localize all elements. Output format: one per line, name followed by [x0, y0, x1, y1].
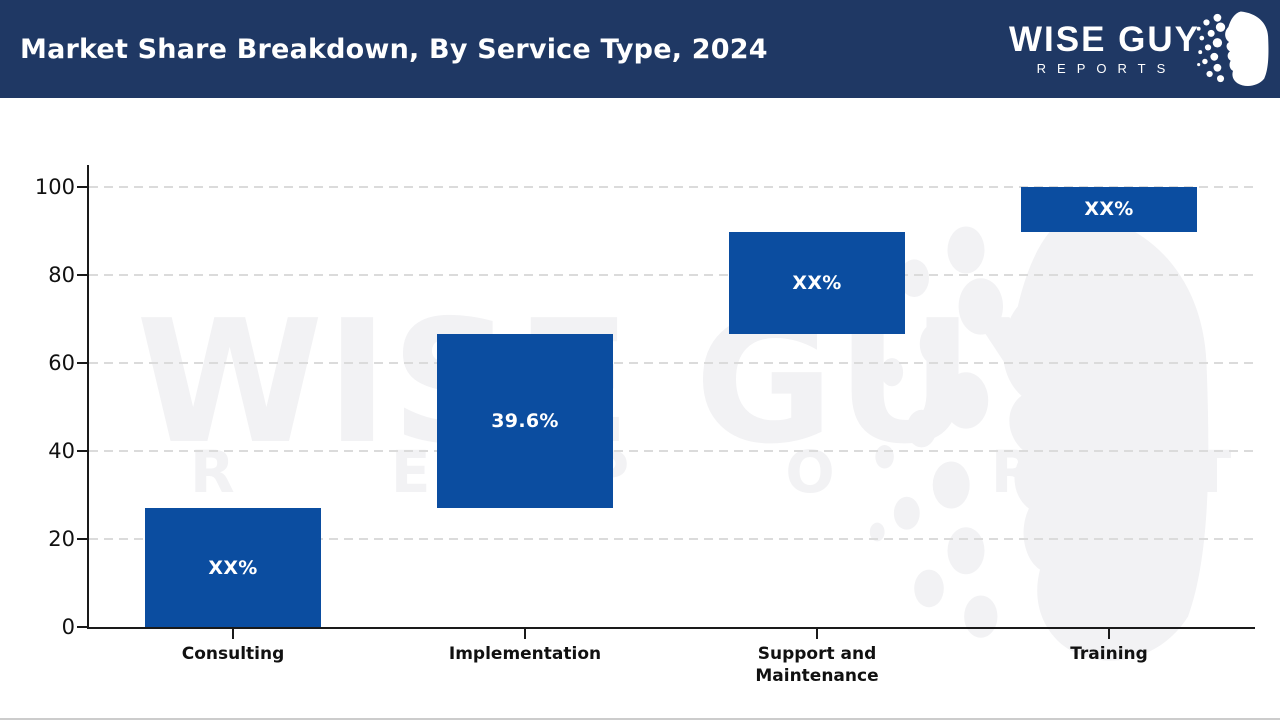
x-tick-label-2: Implementation	[448, 644, 602, 664]
bar-support-and-maintenance: XX%	[729, 231, 905, 334]
y-tick-100	[77, 186, 87, 188]
bar-consulting: XX%	[145, 508, 321, 627]
y-tick-label-60: 60	[48, 351, 75, 375]
x-tick-label-1: Consulting	[181, 644, 285, 664]
bar-value-label: XX%	[208, 556, 258, 579]
brand-logo: WISE GUY REPORTS	[1009, 4, 1272, 94]
y-tick-20	[77, 538, 87, 540]
bar-value-label: 39.6%	[491, 410, 559, 433]
gridline-40	[89, 450, 1255, 452]
x-tick-label-3: Support and Maintenance	[755, 644, 879, 687]
gridline-60	[89, 362, 1255, 364]
header-bar: Market Share Breakdown, By Service Type,…	[0, 0, 1280, 98]
brand-name: WISE GUY	[1008, 20, 1200, 59]
chart-title: Market Share Breakdown, By Service Type,…	[20, 33, 768, 65]
x-axis-line	[87, 627, 1255, 629]
gridline-20	[89, 538, 1255, 540]
y-tick-0	[77, 626, 87, 628]
bar-implementation: 39.6%	[437, 333, 613, 509]
y-tick-label-100: 100	[34, 175, 75, 199]
gridline-80	[89, 274, 1255, 276]
x-tick-1	[232, 629, 234, 639]
wise-guy-face-icon	[1196, 11, 1269, 86]
y-tick-label-0: 0	[61, 615, 75, 639]
y-tick-label-40: 40	[48, 439, 75, 463]
chart-canvas: WISE GUY R E P O R T S 020406080100XX%39…	[0, 98, 1280, 718]
y-axis-line	[87, 165, 89, 629]
y-tick-label-20: 20	[48, 527, 75, 551]
bar-training: XX%	[1021, 187, 1197, 232]
y-tick-40	[77, 450, 87, 452]
x-tick-4	[1108, 629, 1110, 639]
bar-value-label: XX%	[1084, 198, 1134, 221]
x-tick-label-4: Training	[1070, 644, 1148, 664]
y-tick-80	[77, 274, 87, 276]
y-tick-label-80: 80	[48, 263, 75, 287]
brand-logo-text: WISE GUY REPORTS	[1009, 22, 1200, 76]
x-tick-2	[524, 629, 526, 639]
x-tick-3	[816, 629, 818, 639]
gridline-100	[89, 186, 1255, 188]
y-tick-60	[77, 362, 87, 364]
brand-subtitle: REPORTS	[1036, 61, 1177, 76]
bar-value-label: XX%	[792, 271, 842, 294]
